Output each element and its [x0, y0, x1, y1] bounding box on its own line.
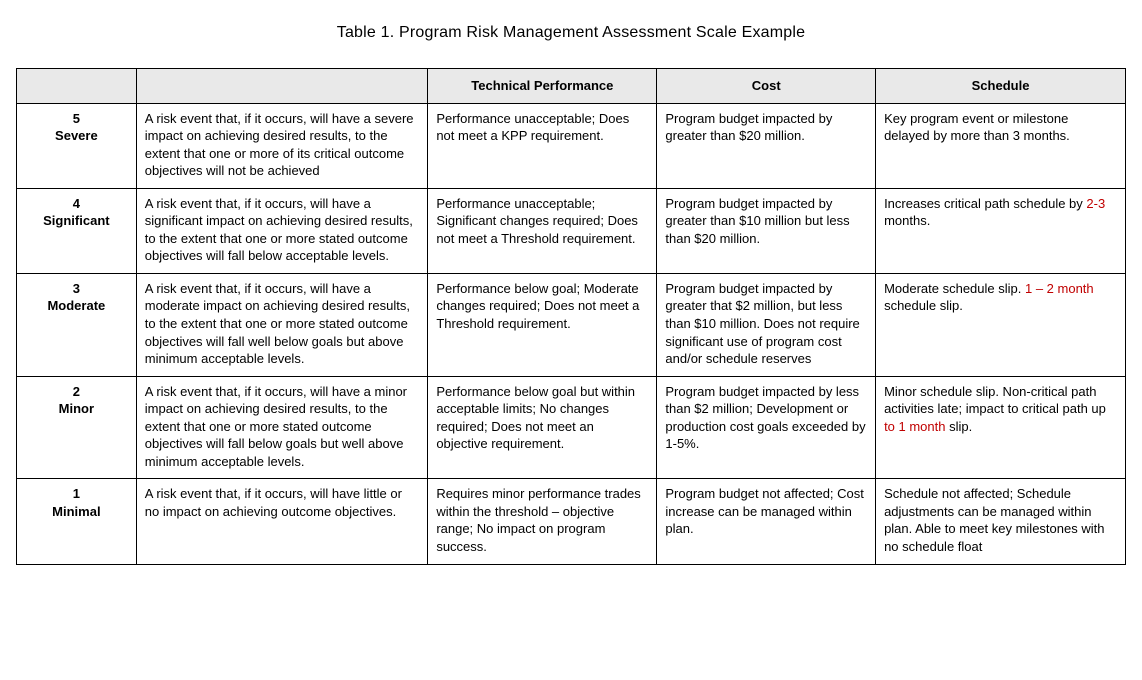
table-row: 1 Minimal A risk event that, if it occur…	[17, 479, 1126, 564]
description-cell: A risk event that, if it occurs, will ha…	[136, 188, 428, 273]
level-cell: 4 Significant	[17, 188, 137, 273]
cost-cell: Program budget impacted by greater that …	[657, 273, 876, 376]
level-number: 5	[25, 110, 128, 128]
table-header: Technical Performance Cost Schedule	[17, 69, 1126, 104]
risk-table: Technical Performance Cost Schedule 5 Se…	[16, 68, 1126, 565]
schedule-cell: Minor schedule slip. Non-critical path a…	[876, 376, 1126, 479]
schedule-text: Minor schedule slip. Non-critical path a…	[884, 384, 1106, 417]
col-header-schedule: Schedule	[876, 69, 1126, 104]
col-header-technical: Technical Performance	[428, 69, 657, 104]
level-cell: 1 Minimal	[17, 479, 137, 564]
schedule-text: slip.	[946, 419, 973, 434]
level-name: Severe	[25, 127, 128, 145]
table-body: 5 Severe A risk event that, if it occurs…	[17, 103, 1126, 564]
cost-cell: Program budget impacted by greater than …	[657, 188, 876, 273]
technical-cell: Performance unacceptable; Significant ch…	[428, 188, 657, 273]
schedule-text: Schedule not affected; Schedule adjustme…	[884, 486, 1104, 554]
level-cell: 2 Minor	[17, 376, 137, 479]
schedule-highlight: to 1 month	[884, 419, 945, 434]
table-header-row: Technical Performance Cost Schedule	[17, 69, 1126, 104]
level-number: 4	[25, 195, 128, 213]
cost-cell: Program budget impacted by greater than …	[657, 103, 876, 188]
schedule-text: schedule slip.	[884, 298, 963, 313]
schedule-cell: Increases critical path schedule by 2-3 …	[876, 188, 1126, 273]
table-row: 2 Minor A risk event that, if it occurs,…	[17, 376, 1126, 479]
level-number: 2	[25, 383, 128, 401]
schedule-text: Increases critical path schedule by	[884, 196, 1086, 211]
level-name: Minimal	[25, 503, 128, 521]
level-name: Significant	[25, 212, 128, 230]
description-cell: A risk event that, if it occurs, will ha…	[136, 273, 428, 376]
schedule-text: Key program event or milestone delayed b…	[884, 111, 1070, 144]
schedule-cell: Moderate schedule slip. 1 – 2 month sche…	[876, 273, 1126, 376]
level-number: 3	[25, 280, 128, 298]
technical-cell: Performance below goal; Moderate changes…	[428, 273, 657, 376]
col-header-description	[136, 69, 428, 104]
schedule-text: Moderate schedule slip.	[884, 281, 1025, 296]
level-name: Minor	[25, 400, 128, 418]
level-cell: 5 Severe	[17, 103, 137, 188]
level-number: 1	[25, 485, 128, 503]
table-row: 4 Significant A risk event that, if it o…	[17, 188, 1126, 273]
schedule-text: months.	[884, 213, 930, 228]
level-name: Moderate	[25, 297, 128, 315]
table-row: 5 Severe A risk event that, if it occurs…	[17, 103, 1126, 188]
cost-cell: Program budget not affected; Cost increa…	[657, 479, 876, 564]
schedule-highlight: 2-3	[1086, 196, 1105, 211]
col-header-level	[17, 69, 137, 104]
page: Table 1. Program Risk Management Assessm…	[0, 0, 1142, 589]
cost-cell: Program budget impacted by less than $2 …	[657, 376, 876, 479]
description-cell: A risk event that, if it occurs, will ha…	[136, 103, 428, 188]
level-cell: 3 Moderate	[17, 273, 137, 376]
technical-cell: Requires minor performance trades within…	[428, 479, 657, 564]
schedule-cell: Key program event or milestone delayed b…	[876, 103, 1126, 188]
description-cell: A risk event that, if it occurs, will ha…	[136, 479, 428, 564]
table-row: 3 Moderate A risk event that, if it occu…	[17, 273, 1126, 376]
technical-cell: Performance below goal but within accept…	[428, 376, 657, 479]
table-title: Table 1. Program Risk Management Assessm…	[16, 24, 1126, 42]
col-header-cost: Cost	[657, 69, 876, 104]
technical-cell: Performance unacceptable; Does not meet …	[428, 103, 657, 188]
schedule-highlight: 1 – 2 month	[1025, 281, 1094, 296]
schedule-cell: Schedule not affected; Schedule adjustme…	[876, 479, 1126, 564]
description-cell: A risk event that, if it occurs, will ha…	[136, 376, 428, 479]
